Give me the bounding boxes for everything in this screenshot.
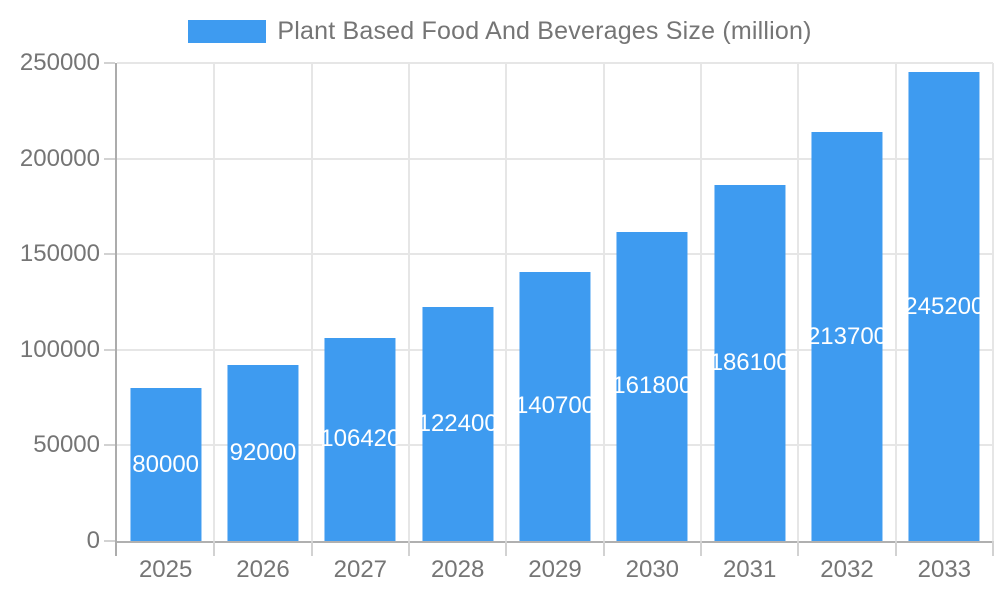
x-tick-label: 2031: [722, 556, 777, 583]
gridline-vertical: [797, 63, 800, 541]
x-axis-tick-mark: [699, 541, 702, 556]
x-axis-tick-mark: [407, 541, 410, 556]
bar-2027[interactable]: 106420: [320, 337, 400, 541]
y-axis-tick-mark: [104, 62, 115, 64]
x-tick-label: 2030: [625, 556, 680, 583]
x-tick-label: 2028: [430, 556, 485, 583]
legend-swatch: [188, 19, 267, 43]
gridline-vertical: [505, 63, 508, 541]
gridline-vertical: [992, 63, 994, 541]
x-tick-label: 2025: [138, 556, 193, 583]
y-tick-label: 100000: [19, 335, 100, 363]
chart-legend: Plant Based Food And Beverages Size (mil…: [0, 16, 1000, 46]
bar-2028[interactable]: 122400: [418, 306, 498, 541]
bar-2032[interactable]: 213700: [807, 132, 887, 541]
x-tick-label: 2029: [528, 556, 582, 583]
x-axis-tick-mark: [797, 541, 800, 556]
gridline-horizontal: [117, 62, 993, 64]
x-axis-tick-mark: [992, 541, 994, 556]
gridline-vertical: [699, 63, 702, 541]
y-tick-label: 50000: [33, 431, 100, 459]
y-tick-label: 200000: [19, 144, 100, 172]
x-axis-tick-mark: [894, 541, 897, 556]
x-tick-label: 2027: [333, 556, 388, 583]
gridline-horizontal: [117, 253, 993, 256]
gridline-vertical: [310, 63, 313, 541]
x-tick-label: 2026: [236, 556, 290, 583]
gridline-vertical: [602, 63, 605, 541]
gridline-horizontal: [117, 157, 993, 160]
bar-value-label: 161800: [612, 372, 693, 400]
y-axis-tick-mark: [104, 253, 115, 256]
x-axis-tick-mark: [505, 541, 508, 556]
bar-2031[interactable]: 186100: [710, 185, 790, 541]
bar-2025[interactable]: 80000: [130, 388, 202, 541]
bar-value-label: 213700: [806, 322, 888, 350]
y-axis-tick-mark: [104, 348, 115, 351]
x-tick-label: 2032: [820, 556, 874, 583]
y-axis-tick-mark: [104, 540, 115, 542]
bar-2030[interactable]: 161800: [612, 231, 692, 541]
bar-value-label: 245200: [904, 292, 985, 320]
bar-2026[interactable]: 92000: [227, 365, 299, 541]
x-axis-tick-mark: [602, 541, 605, 556]
y-tick-label: 150000: [19, 240, 100, 268]
x-axis-tick-mark: [115, 541, 117, 556]
gridline-vertical: [407, 63, 410, 541]
bar-2029[interactable]: 140700: [515, 271, 595, 541]
bar-value-label: 80000: [132, 450, 200, 478]
gridline-vertical: [894, 63, 897, 541]
bar-value-label: 92000: [229, 439, 297, 467]
plot-area: 80000 2025 92000 2026 106420 2027 122400 2028 14…: [104, 62, 994, 583]
bar-value-label: 122400: [417, 409, 498, 437]
x-tick-label: 2033: [917, 556, 972, 583]
bar-value-label: 140700: [514, 392, 596, 420]
gridline-vertical: [213, 63, 216, 541]
bar-value-label: 186100: [709, 349, 790, 377]
y-axis-tick-mark: [104, 444, 115, 447]
legend-title: Plant Based Food And Beverages Size (mil…: [277, 16, 812, 45]
x-axis-tick-mark: [310, 541, 313, 556]
y-tick-label: 0: [86, 527, 100, 554]
x-axis-tick-mark: [213, 541, 216, 556]
y-tick-label: 250000: [19, 49, 100, 76]
y-axis: 0 50000 100000 150000 200000 250000: [0, 49, 102, 554]
bar-2033[interactable]: 245200: [904, 72, 984, 541]
y-axis-tick-mark: [104, 157, 115, 160]
bar-value-label: 106420: [320, 425, 401, 453]
